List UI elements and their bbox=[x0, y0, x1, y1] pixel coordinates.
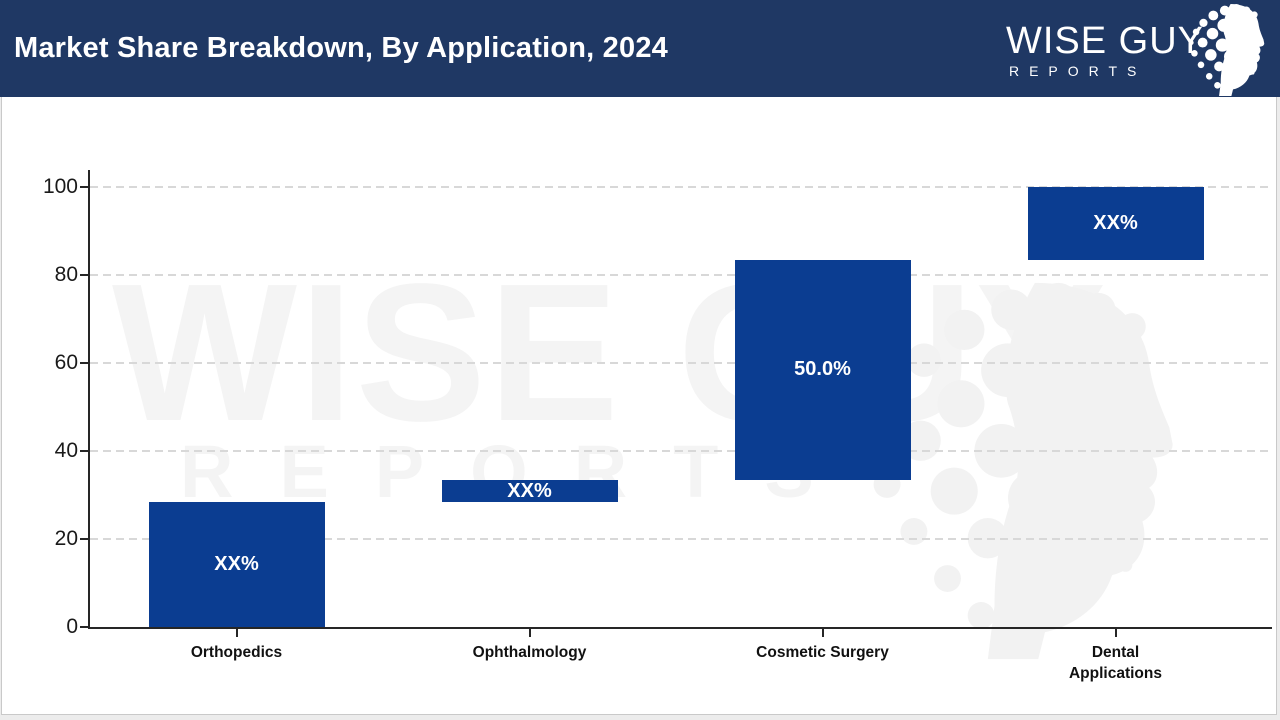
gridline bbox=[90, 538, 1272, 540]
y-tick-mark bbox=[80, 186, 88, 188]
brand-logo-text: WISE GUY REPORTS bbox=[1006, 21, 1204, 79]
gridline bbox=[90, 450, 1272, 452]
brand-subtitle: REPORTS bbox=[1008, 63, 1147, 79]
bar: XX% bbox=[148, 502, 325, 627]
x-tick-mark bbox=[821, 629, 824, 637]
y-tick-mark bbox=[80, 626, 88, 628]
y-tick-mark bbox=[80, 362, 88, 364]
y-axis-line bbox=[88, 170, 90, 629]
x-axis-line bbox=[88, 627, 1272, 629]
bar-value-label: XX% bbox=[507, 479, 552, 502]
head-profile-icon bbox=[1188, 4, 1265, 96]
chart-title: Market Share Breakdown, By Application, … bbox=[14, 32, 668, 64]
y-tick-label: 100 bbox=[42, 175, 78, 198]
y-tick-label: 60 bbox=[54, 351, 78, 374]
x-axis-label: Dental Applications bbox=[1068, 644, 1162, 682]
x-tick-mark bbox=[528, 629, 531, 637]
y-tick-mark bbox=[80, 450, 88, 452]
y-tick-mark bbox=[80, 538, 88, 540]
x-tick-mark bbox=[235, 629, 238, 637]
x-axis-label: Ophthalmology bbox=[472, 644, 587, 661]
gridline bbox=[90, 186, 1272, 188]
bar-value-label: 50.0% bbox=[794, 358, 851, 381]
x-tick-mark bbox=[1114, 629, 1117, 637]
bar: XX% bbox=[441, 479, 618, 503]
y-tick-label: 80 bbox=[54, 263, 78, 286]
y-tick-label: 0 bbox=[66, 615, 78, 638]
brand-logo: WISE GUY REPORTS bbox=[1006, 4, 1270, 96]
bar: XX% bbox=[1027, 187, 1204, 260]
brand-name: WISE GUY bbox=[1005, 20, 1204, 62]
gridline bbox=[90, 274, 1272, 276]
bar: 50.0% bbox=[734, 259, 911, 480]
y-tick-label: 40 bbox=[54, 439, 78, 462]
gridline bbox=[90, 362, 1272, 364]
plot-area: 0 20 40 60 80 100 XX% Orthopedics XX% Ophthalmolo… bbox=[2, 97, 1276, 714]
header-bar: Market Share Breakdown, By Application, … bbox=[0, 0, 1280, 97]
y-tick-label: 20 bbox=[54, 527, 78, 550]
bar-value-label: XX% bbox=[214, 553, 259, 576]
chart-canvas: WISE GUY REPORTS 0 20 40 60 80 100 XX% Orthoped… bbox=[1, 97, 1277, 715]
watermark-brand-text: WISE GUY bbox=[112, 243, 1109, 462]
x-axis-label: Orthopedics bbox=[190, 644, 283, 661]
y-tick-mark bbox=[80, 274, 88, 276]
x-axis-label: Cosmetic Surgery bbox=[756, 644, 889, 661]
bar-value-label: XX% bbox=[1093, 211, 1138, 234]
